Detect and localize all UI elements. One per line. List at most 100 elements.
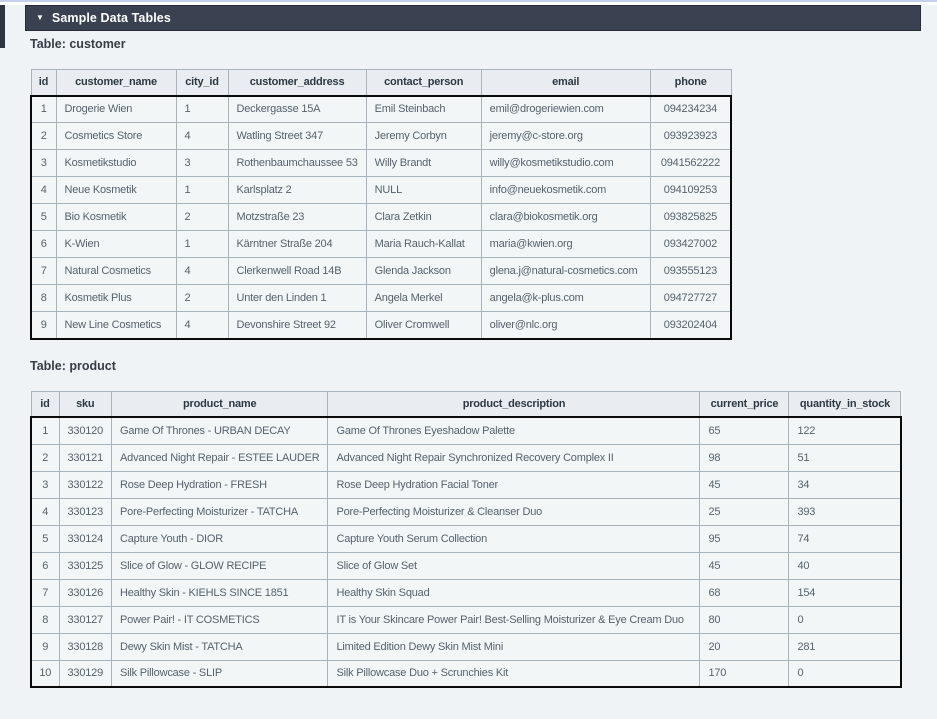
customer-cell-phone: 093923923 (649, 122, 732, 150)
customer-cell-customer_name: Neue Kosmetik (55, 176, 177, 204)
product-cell-id: 4 (30, 497, 60, 526)
customer-cell-contact_person: Clara Zetkin (365, 203, 482, 231)
customer-cell-id: 4 (30, 176, 57, 204)
customer-cell-id: 6 (30, 230, 57, 258)
product-cell-current_price: 68 (699, 578, 790, 607)
customer-table-row: 7 Natural Cosmetics 4 Clerkenwell Road 14B G… (30, 257, 732, 285)
product-table-row: 10 330129 Silk Pillowcase - SLIP Silk Pillo… (30, 659, 902, 688)
customer-cell-city_id: 1 (175, 95, 229, 123)
product-cell-quantity_in_stock: 34 (788, 470, 902, 499)
product-cell-sku: 330122 (58, 470, 113, 499)
product-cell-quantity_in_stock: 393 (788, 497, 902, 526)
product-cell-product_description: IT is Your Skincare Power Pair! Best-Sel… (327, 605, 701, 634)
product-table-row: 2 330121 Advanced Night Repair - ESTEE LAU… (30, 443, 902, 472)
customer-table-row: 4 Neue Kosmetik 1 Karlsplatz 2 NULL info@neue… (30, 176, 732, 204)
customer-cell-email: jeremy@c-store.org (480, 122, 651, 150)
product-cell-current_price: 98 (699, 443, 790, 472)
product-cell-product_description: Advanced Night Repair Synchronized Recov… (327, 443, 701, 472)
product-cell-id: 5 (30, 524, 60, 553)
product-cell-quantity_in_stock: 74 (788, 524, 902, 553)
customer-cell-customer_name: Bio Kosmetik (55, 203, 177, 231)
product-cell-current_price: 65 (699, 416, 790, 445)
customer-cell-phone: 094727727 (649, 284, 732, 312)
customer-cell-email: glena.j@natural-cosmetics.com (480, 257, 651, 285)
customer-cell-contact_person: Maria Rauch-Kallat (365, 230, 482, 258)
product-cell-sku: 330129 (58, 659, 113, 688)
product-column-header-current_price: current_price (699, 390, 790, 418)
customer-cell-email: willy@kosmetikstudio.com (480, 149, 651, 177)
customer-cell-city_id: 2 (175, 284, 229, 312)
customer-cell-id: 2 (30, 122, 57, 150)
customer-cell-customer_name: Kosmetikstudio (55, 149, 177, 177)
product-cell-product_name: Pore-Perfecting Moisturizer - TATCHA (111, 497, 329, 526)
top-edge-strip (0, 0, 937, 5)
customer-cell-contact_person: Jeremy Corbyn (365, 122, 482, 150)
product-cell-product_name: Rose Deep Hydration - FRESH (111, 470, 329, 499)
customer-column-header-email: email (480, 69, 651, 96)
customer-cell-id: 8 (30, 284, 57, 312)
product-cell-quantity_in_stock: 0 (788, 605, 902, 634)
customer-table: id customer_name city_id customer_address co… (30, 69, 733, 340)
product-cell-quantity_in_stock: 40 (788, 551, 902, 580)
product-cell-product_description: Rose Deep Hydration Facial Toner (327, 470, 701, 499)
customer-cell-phone: 093202404 (649, 311, 732, 339)
customer-cell-contact_person: Angela Merkel (365, 284, 482, 312)
product-cell-sku: 330124 (58, 524, 113, 553)
product-cell-product_name: Silk Pillowcase - SLIP (111, 659, 329, 688)
customer-cell-contact_person: Glenda Jackson (365, 257, 482, 285)
customer-cell-customer_name: Drogerie Wien (55, 95, 177, 123)
customer-cell-contact_person: Emil Steinbach (365, 95, 482, 123)
customer-cell-customer_address: Watling Street 347 (227, 122, 367, 150)
customer-cell-city_id: 4 (175, 311, 229, 339)
product-cell-sku: 330120 (58, 416, 113, 445)
product-cell-product_description: Game Of Thrones Eyeshadow Palette (327, 416, 701, 445)
customer-cell-phone: 0941562222 (649, 149, 732, 177)
customer-cell-phone: 093427002 (649, 230, 732, 258)
product-column-header-quantity_in_stock: quantity_in_stock (788, 390, 902, 418)
product-cell-current_price: 95 (699, 524, 790, 553)
customer-cell-customer_address: Motzstraße 23 (227, 203, 367, 231)
panel-content: Table: customer id customer_name city_id cu… (0, 37, 937, 688)
customer-cell-id: 7 (30, 257, 57, 285)
customer-cell-customer_address: Clerkenwell Road 14B (227, 257, 367, 285)
customer-column-header-id: id (30, 69, 57, 96)
product-column-header-sku: sku (58, 390, 113, 418)
product-cell-quantity_in_stock: 0 (788, 659, 902, 688)
product-cell-id: 8 (30, 605, 60, 634)
product-cell-quantity_in_stock: 281 (788, 632, 902, 661)
customer-cell-email: maria@kwien.org (480, 230, 651, 258)
customer-cell-email: info@neuekosmetik.com (480, 176, 651, 204)
product-cell-id: 1 (30, 416, 60, 445)
product-table-row: 4 330123 Pore-Perfecting Moisturizer - TAT… (30, 497, 902, 526)
customer-cell-contact_person: NULL (365, 176, 482, 204)
product-cell-current_price: 45 (699, 551, 790, 580)
customer-column-header-customer_address: customer_address (227, 69, 367, 96)
customer-table-row: 1 Drogerie Wien 1 Deckergasse 15A Emil Stein… (30, 95, 732, 123)
customer-cell-customer_address: Rothenbaumchaussee 53 (227, 149, 367, 177)
product-cell-product_name: Dewy Skin Mist - TATCHA (111, 632, 329, 661)
product-cell-id: 2 (30, 443, 60, 472)
customer-cell-id: 5 (30, 203, 57, 231)
product-cell-quantity_in_stock: 122 (788, 416, 902, 445)
product-cell-current_price: 80 (699, 605, 790, 634)
customer-cell-email: clara@biokosmetik.org (480, 203, 651, 231)
sample-data-tables-header[interactable]: ▼ Sample Data Tables (25, 5, 921, 31)
product-cell-product_description: Limited Edition Dewy Skin Mist Mini (327, 632, 701, 661)
product-cell-sku: 330126 (58, 578, 113, 607)
product-header-row: id sku product_name product_description curr… (30, 390, 902, 418)
product-cell-sku: 330128 (58, 632, 113, 661)
customer-cell-city_id: 4 (175, 257, 229, 285)
product-cell-product_name: Capture Youth - DIOR (111, 524, 329, 553)
customer-cell-customer_address: Karlsplatz 2 (227, 176, 367, 204)
product-cell-product_description: Pore-Perfecting Moisturizer & Cleanser D… (327, 497, 701, 526)
customer-cell-customer_name: Natural Cosmetics (55, 257, 177, 285)
product-cell-current_price: 45 (699, 470, 790, 499)
customer-column-header-customer_name: customer_name (55, 69, 177, 96)
product-cell-sku: 330123 (58, 497, 113, 526)
product-table-row: 9 330128 Dewy Skin Mist - TATCHA Limited Ed… (30, 632, 902, 661)
customer-cell-email: angela@k-plus.com (480, 284, 651, 312)
customer-cell-contact_person: Oliver Cromwell (365, 311, 482, 339)
product-cell-quantity_in_stock: 154 (788, 578, 902, 607)
customer-cell-id: 9 (30, 311, 57, 339)
customer-cell-customer_address: Devonshire Street 92 (227, 311, 367, 339)
